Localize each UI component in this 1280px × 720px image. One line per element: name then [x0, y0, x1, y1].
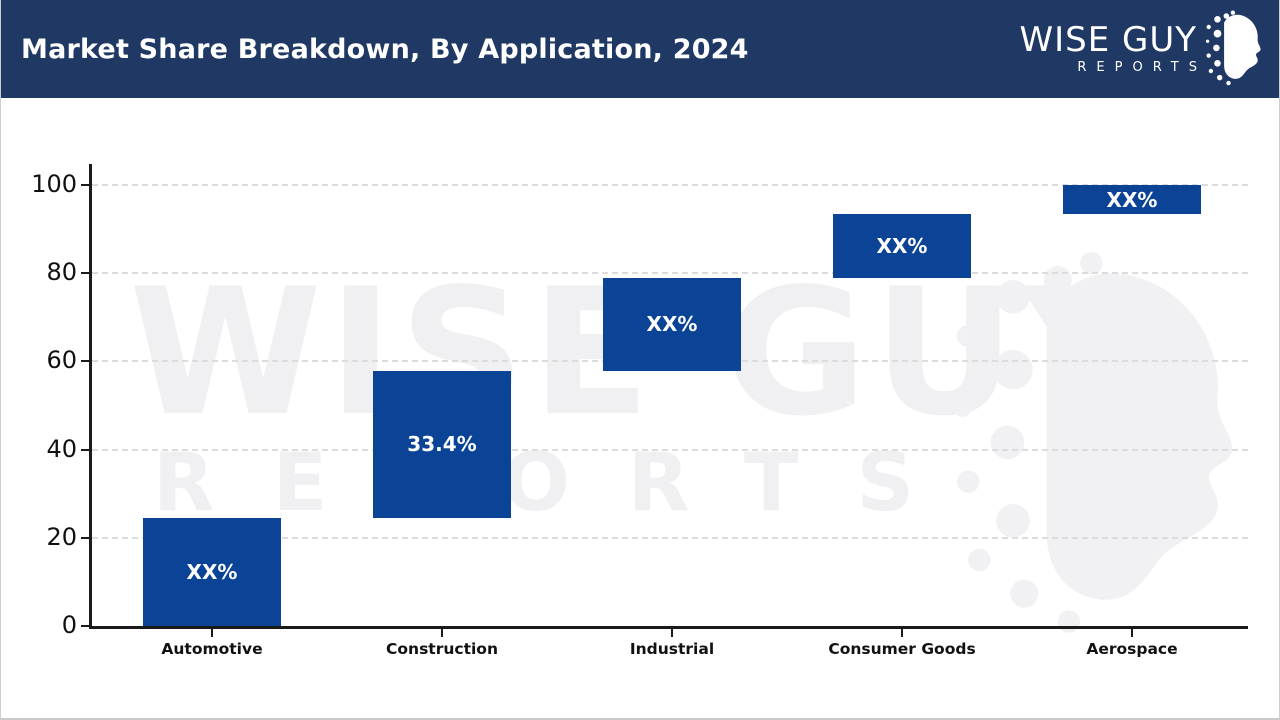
- x-axis-tick-1: [211, 628, 213, 637]
- bar-industrial: XX%: [603, 278, 741, 371]
- gridline-100: [92, 184, 1248, 186]
- bar-value-label: XX%: [876, 234, 928, 259]
- bar-value-label: 33.4%: [407, 432, 477, 457]
- y-axis-spine: [89, 164, 92, 629]
- bar-value-label: XX%: [1106, 187, 1158, 212]
- y-axis-label-60: 60: [46, 346, 77, 375]
- y-axis-tick-100: [81, 184, 90, 186]
- y-axis-label-80: 80: [46, 258, 77, 287]
- x-axis-spine: [89, 626, 1248, 629]
- y-axis-label-0: 0: [61, 611, 77, 639]
- x-axis-label-5: Aerospace: [1086, 640, 1178, 658]
- gridline-20: [92, 536, 1248, 539]
- brand-wordmark: WISE GUY: [1019, 20, 1197, 60]
- y-axis-tick-80: [81, 272, 90, 275]
- watermark-subtext: REPORTS: [153, 436, 973, 529]
- x-axis-label-4: Consumer Goods: [828, 640, 976, 658]
- page-title: Market Share Breakdown, By Application, …: [21, 33, 749, 65]
- bar-construction: 33.4%: [373, 370, 511, 518]
- y-axis-tick-60: [81, 360, 90, 363]
- x-axis-label-1: Automotive: [161, 640, 263, 658]
- brand-logo-text: WISE GUY REPORTS: [1019, 23, 1197, 75]
- y-axis-tick-20: [81, 536, 90, 539]
- x-axis-label-3: Industrial: [629, 640, 715, 658]
- brand-logo: WISE GUY REPORTS: [1019, 8, 1279, 90]
- y-axis-label-100: 100: [31, 170, 77, 198]
- x-axis-tick-2: [441, 628, 443, 637]
- y-axis-label-20: 20: [46, 522, 77, 551]
- y-axis-tick-40: [81, 448, 90, 451]
- x-axis-tick-5: [1131, 628, 1133, 637]
- y-axis-label-40: 40: [46, 434, 77, 463]
- header-bar: Market Share Breakdown, By Application, …: [1, 0, 1279, 98]
- bar-aerospace: XX%: [1063, 185, 1201, 215]
- bar-automotive: XX%: [143, 517, 281, 626]
- bar-consumer-goods: XX%: [833, 214, 971, 279]
- x-axis-tick-3: [671, 628, 673, 637]
- bar-value-label: XX%: [646, 312, 698, 337]
- bar-value-label: XX%: [186, 559, 238, 584]
- gridline-40: [92, 448, 1248, 451]
- brand-face-icon: [1205, 10, 1261, 86]
- x-axis-label-2: Construction: [386, 640, 498, 658]
- watermark-face-icon: [954, 252, 1233, 633]
- x-axis-tick-4: [901, 628, 903, 637]
- brand-subtext: REPORTS: [1077, 60, 1207, 75]
- gridline-80: [92, 272, 1248, 275]
- y-axis-tick-0: [81, 625, 90, 627]
